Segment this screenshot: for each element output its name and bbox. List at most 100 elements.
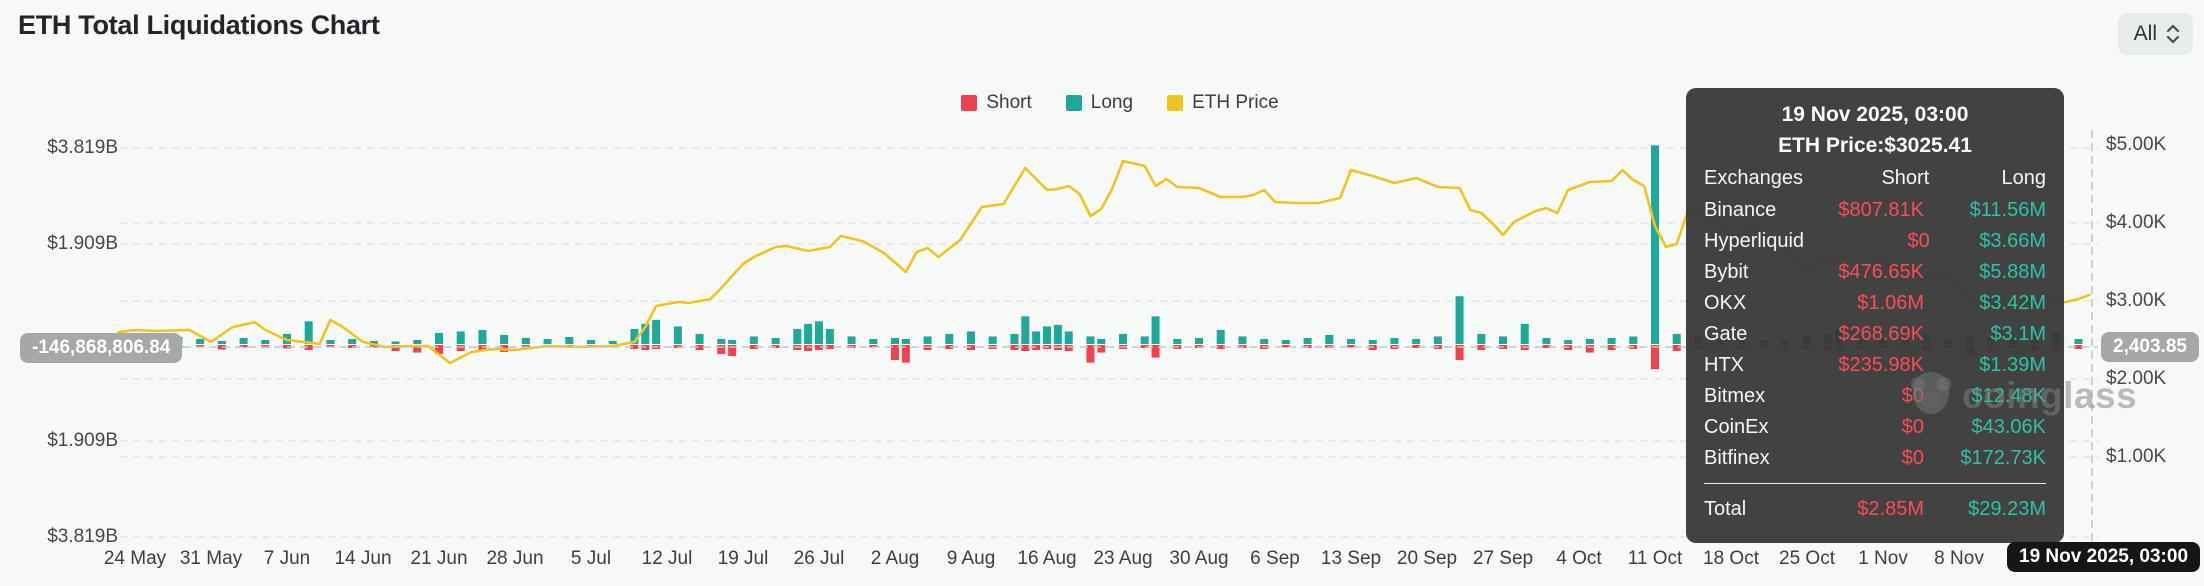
right-axis-tick: $4.00K bbox=[2106, 212, 2167, 233]
legend-item-long[interactable]: Long bbox=[1065, 92, 1134, 114]
tooltip-total-label: Total bbox=[1704, 497, 1747, 520]
right-axis-tick: $1.00K bbox=[2106, 446, 2167, 467]
exchange-name: OKX bbox=[1704, 292, 1747, 314]
x-axis-tick: 14 Jun bbox=[334, 548, 392, 569]
tooltip-row-gate: Gate $268.69K $3.1M bbox=[1704, 319, 2046, 350]
x-axis-tick: 7 Jun bbox=[263, 548, 311, 569]
x-axis-tick: 4 Oct bbox=[1556, 548, 1602, 569]
exchange-short-value: $807.81K bbox=[1838, 199, 1924, 221]
page-title: ETH Total Liquidations Chart bbox=[18, 10, 380, 40]
exchange-short-value: $0 bbox=[1901, 447, 1924, 469]
x-axis-tick: 6 Sep bbox=[1250, 548, 1300, 569]
x-axis-tick: 5 Jul bbox=[570, 548, 612, 569]
exchange-name: Bybit bbox=[1704, 261, 1749, 283]
x-axis-tick: 9 Aug bbox=[946, 548, 996, 569]
tooltip-separator bbox=[1704, 483, 2046, 484]
legend-item-eth-price[interactable]: ETH Price bbox=[1167, 92, 1279, 114]
x-axis-tick: 11 Oct bbox=[1627, 548, 1683, 569]
x-axis-crosshair-chip: 19 Nov 2025, 03:00 bbox=[2007, 542, 2201, 572]
x-axis-tick: 26 Jul bbox=[793, 548, 845, 569]
tooltip-date: 19 Nov 2025, 03:00 bbox=[1781, 103, 1969, 126]
x-axis-tick: 2 Aug bbox=[870, 548, 920, 569]
exchange-short-value: $476.65K bbox=[1838, 261, 1924, 283]
chart-tooltip: 19 Nov 2025, 03:00 ETH Price:$3025.41 Ex… bbox=[1686, 88, 2064, 543]
exchange-long-value: $3.1M bbox=[1990, 323, 2046, 345]
exchange-name: Gate bbox=[1704, 323, 1748, 345]
exchange-long-value: $1.39M bbox=[1979, 354, 2046, 376]
exchange-name: Bitfinex bbox=[1704, 447, 1770, 469]
exchange-long-value: $11.56M bbox=[1969, 199, 2046, 221]
exchange-long-value: $43.06K bbox=[1971, 416, 2046, 438]
legend-swatch-icon bbox=[1065, 95, 1082, 111]
exchange-name: Bitmex bbox=[1704, 385, 1766, 407]
right-axis-tick: $3.00K bbox=[2106, 290, 2167, 311]
time-range-value: All bbox=[2133, 22, 2157, 45]
tooltip-total-long: $29.23M bbox=[1968, 497, 2046, 520]
legend-item-short[interactable]: Short bbox=[961, 92, 1032, 114]
right-axis-tick: $5.00K bbox=[2106, 134, 2167, 155]
tooltip-eth-price: ETH Price:$3025.41 bbox=[1778, 134, 1972, 157]
x-axis-tick: 24 May bbox=[103, 548, 167, 569]
left-axis-tick: $1.909B bbox=[47, 233, 118, 254]
left-axis-tick: $3.819B bbox=[47, 526, 118, 547]
exchange-long-value: $12.48K bbox=[1971, 385, 2046, 407]
exchange-name: HTX bbox=[1704, 354, 1744, 376]
exchange-short-value: $0 bbox=[1901, 385, 1924, 407]
tooltip-row-binance: Binance $807.81K $11.56M bbox=[1704, 195, 2046, 226]
right-axis-crosshair-chip: 2,403.85 bbox=[2101, 332, 2199, 362]
tooltip-col-exchanges: Exchanges bbox=[1704, 167, 1803, 189]
x-axis-tick: 20 Sep bbox=[1396, 548, 1458, 569]
exchange-short-value: $268.69K bbox=[1838, 323, 1924, 345]
legend-swatch-icon bbox=[1167, 95, 1184, 111]
tooltip-row-bitmex: Bitmex $0 $12.48K bbox=[1704, 381, 2046, 412]
x-axis-tick: 19 Jul bbox=[717, 548, 769, 569]
left-axis-tick: $3.819B bbox=[47, 137, 118, 158]
exchange-long-value: $3.66M bbox=[1979, 230, 2046, 252]
exchange-short-value: $235.98K bbox=[1838, 354, 1924, 376]
x-axis-tick: 12 Jul bbox=[641, 548, 693, 569]
exchange-long-value: $172.73K bbox=[1960, 447, 2046, 469]
tooltip-row-okx: OKX $1.06M $3.42M bbox=[1704, 288, 2046, 319]
tooltip-row-bitfinex: Bitfinex $0 $172.73K bbox=[1704, 443, 2046, 474]
x-axis-tick: 28 Jun bbox=[486, 548, 544, 569]
exchange-short-value: $0 bbox=[1901, 416, 1924, 438]
left-axis-tick: $1.909B bbox=[47, 430, 118, 451]
x-axis-tick: 27 Sep bbox=[1472, 548, 1534, 569]
x-axis-tick: 21 Jun bbox=[410, 548, 468, 569]
legend-label: Long bbox=[1090, 92, 1134, 113]
tooltip-row-htx: HTX $235.98K $1.39M bbox=[1704, 350, 2046, 381]
tooltip-row-hyperliquid: Hyperliquid $0 $3.66M bbox=[1704, 226, 2046, 257]
exchange-name: Binance bbox=[1704, 199, 1777, 221]
tooltip-row-bybit: Bybit $476.65K $5.88M bbox=[1704, 257, 2046, 288]
legend-swatch-icon bbox=[961, 95, 978, 111]
right-axis-tick: $2.00K bbox=[2106, 368, 2167, 389]
x-axis-tick: 8 Nov bbox=[1934, 548, 1984, 569]
tooltip-header-row: Exchanges Short Long bbox=[1704, 162, 2046, 195]
legend-label: Short bbox=[986, 92, 1032, 113]
tooltip-total-row: Total $2.85M $29.23M bbox=[1704, 492, 2046, 526]
x-axis-tick: 18 Oct bbox=[1703, 548, 1759, 569]
exchange-long-value: $3.42M bbox=[1979, 292, 2046, 314]
x-axis-tick: 25 Oct bbox=[1779, 548, 1835, 569]
exchange-short-value: $0 bbox=[1907, 230, 1930, 252]
updown-chevrons-icon bbox=[2165, 23, 2181, 45]
exchange-name: CoinEx bbox=[1704, 416, 1769, 438]
exchange-name: Hyperliquid bbox=[1704, 230, 1805, 252]
exchange-short-value: $1.06M bbox=[1857, 292, 1924, 314]
tooltip-total-short: $2.85M bbox=[1857, 497, 1924, 520]
legend-label: ETH Price bbox=[1192, 92, 1279, 113]
tooltip-col-long: Long bbox=[2001, 167, 2047, 189]
x-axis-tick: 30 Aug bbox=[1169, 548, 1229, 569]
x-axis-tick: 31 May bbox=[179, 548, 243, 569]
time-range-selector[interactable]: All bbox=[2117, 13, 2193, 55]
x-axis-tick: 1 Nov bbox=[1858, 548, 1908, 569]
x-axis-tick: 16 Aug bbox=[1017, 548, 1077, 569]
tooltip-row-coinex: CoinEx $0 $43.06K bbox=[1704, 412, 2046, 443]
x-axis-tick: 23 Aug bbox=[1093, 548, 1153, 569]
tooltip-col-short: Short bbox=[1881, 167, 1930, 189]
left-axis-crosshair-chip: -146,868,806.84 bbox=[20, 333, 183, 363]
x-axis-tick: 13 Sep bbox=[1320, 548, 1382, 569]
exchange-long-value: $5.88M bbox=[1979, 261, 2046, 283]
